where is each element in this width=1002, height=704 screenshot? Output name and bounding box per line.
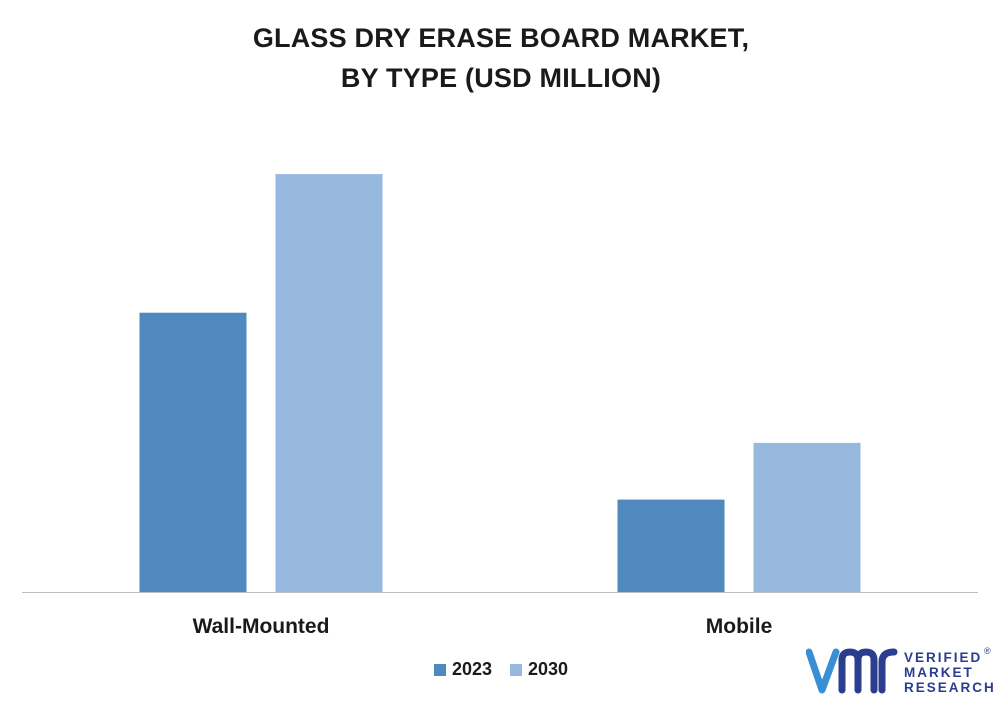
vmr-logo-text: VERIFIED MARKET RESEARCH — [904, 650, 996, 695]
legend-label-2030: 2030 — [528, 659, 569, 679]
chart-title: GLASS DRY ERASE BOARD MARKET, BY TYPE (U… — [0, 18, 1002, 98]
vmr-logo-mark-icon — [806, 648, 898, 694]
chart-title-line-1: GLASS DRY ERASE BOARD MARKET, — [252, 23, 750, 53]
legend-swatch-2023 — [433, 663, 446, 676]
vmr-logo-line-1: VERIFIED — [904, 650, 983, 665]
registered-mark: ® — [984, 646, 991, 656]
legend-item-2030: 2030 — [510, 659, 568, 680]
legend-swatch-2030 — [510, 663, 522, 676]
vmr-logo-line-3: RESEARCH — [904, 680, 996, 695]
bar-mobile-2023 — [617, 499, 725, 592]
legend-item-2023: 2023 — [433, 659, 492, 680]
vmr-logo-line-2: MARKET — [904, 665, 974, 680]
vmr-logo: VERIFIED MARKET RESEARCH ® — [806, 646, 996, 696]
bar-wall-mounted-2030 — [275, 174, 383, 592]
chart-title-line-2: BY TYPE (USD MILLION) — [340, 63, 662, 93]
bar-wall-mounted-2023 — [139, 312, 247, 592]
category-label-wall-mounted: Wall-Mounted — [193, 615, 330, 638]
legend: 2023 2030 — [0, 659, 1002, 680]
legend-label-2023: 2023 — [451, 659, 492, 679]
bar-mobile-2030 — [753, 442, 861, 592]
category-label-mobile: Mobile — [706, 615, 773, 638]
